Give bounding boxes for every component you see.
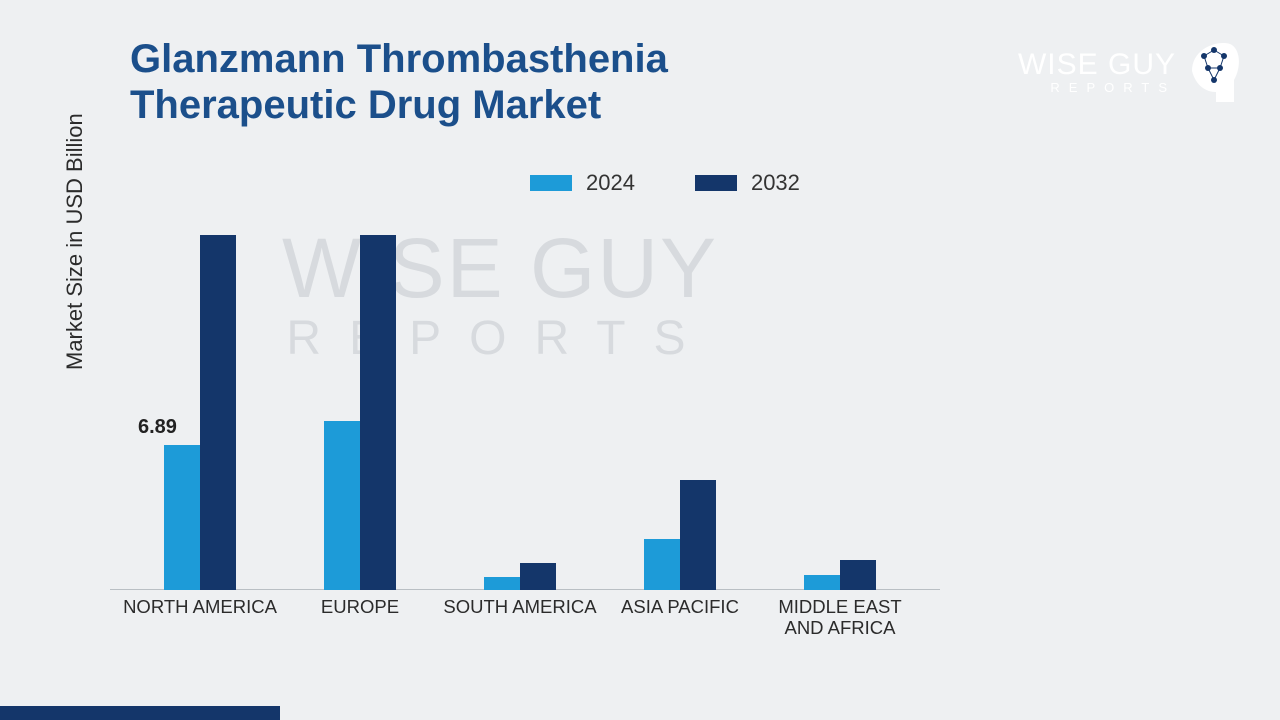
bar-group xyxy=(620,480,740,590)
value-label: 6.89 xyxy=(138,416,177,439)
legend: 2024 2032 xyxy=(530,170,800,196)
legend-item-2024: 2024 xyxy=(530,170,635,196)
bar-group xyxy=(460,563,580,590)
bar-group xyxy=(780,560,900,590)
bar-2032 xyxy=(520,563,556,590)
bar-group xyxy=(300,235,420,590)
bar-2024 xyxy=(804,575,840,590)
legend-label-2024: 2024 xyxy=(586,170,635,196)
logo-head-icon xyxy=(1184,36,1244,106)
bar-2032 xyxy=(840,560,876,590)
bar-group xyxy=(140,235,260,590)
y-axis-label: Market Size in USD Billion xyxy=(62,113,88,370)
bar-2024 xyxy=(324,421,360,590)
x-axis-label: EUROPE xyxy=(280,596,440,617)
bar-2032 xyxy=(360,235,396,590)
bottom-strip xyxy=(0,706,280,720)
x-axis-label: SOUTH AMERICA xyxy=(440,596,600,617)
logo-line1: WISE GUY xyxy=(1018,48,1176,82)
chart-title: Glanzmann Thrombasthenia Therapeutic Dru… xyxy=(130,36,830,128)
logo-line2: REPORTS xyxy=(1018,80,1176,95)
x-axis-label: NORTH AMERICA xyxy=(120,596,280,617)
plot-area: NORTH AMERICAEUROPESOUTH AMERICAASIA PAC… xyxy=(110,210,940,590)
bar-2032 xyxy=(200,235,236,590)
x-axis-label: ASIA PACIFIC xyxy=(600,596,760,617)
bar-chart: NORTH AMERICAEUROPESOUTH AMERICAASIA PAC… xyxy=(110,210,940,590)
bar-2032 xyxy=(680,480,716,590)
bar-2024 xyxy=(164,445,200,590)
x-axis-label: MIDDLE EAST AND AFRICA xyxy=(760,596,920,639)
bar-2024 xyxy=(484,577,520,590)
legend-swatch-2024 xyxy=(530,175,572,191)
legend-label-2032: 2032 xyxy=(751,170,800,196)
brand-logo: WISE GUY REPORTS xyxy=(984,36,1244,106)
legend-swatch-2032 xyxy=(695,175,737,191)
bar-2024 xyxy=(644,539,680,590)
legend-item-2032: 2032 xyxy=(695,170,800,196)
